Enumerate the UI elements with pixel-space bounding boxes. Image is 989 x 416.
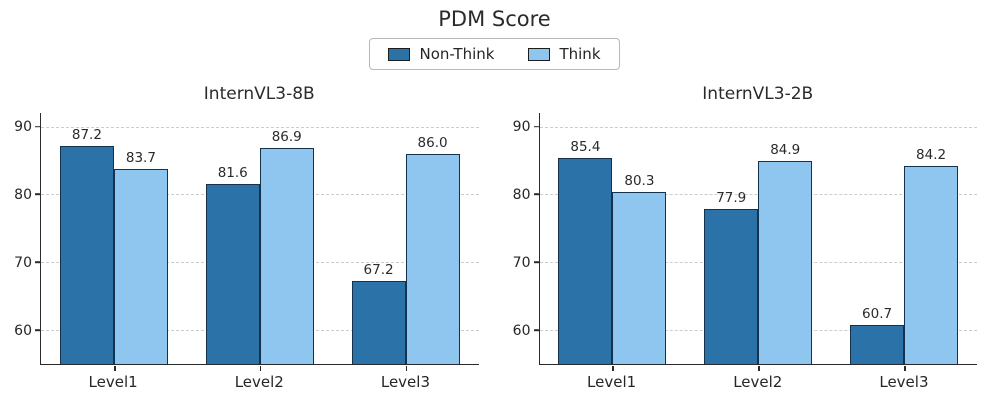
legend-label-non-think: Non-Think [419,45,495,63]
legend-item-think: Think [528,45,601,63]
chart-title: PDM Score [438,7,551,31]
x-tick-label-level3: Level3 [380,373,430,391]
y-axis: 60 70 80 90 [505,113,539,365]
bar-value-label: 86.0 [417,134,448,151]
bar-non-think-level2: 77.9 [704,190,759,364]
bar-value-label: 80.3 [624,173,655,190]
y-tick-mark [35,125,40,128]
y-tick-label: 60 [14,322,32,339]
y-tick-mark [533,329,539,331]
y-tick-label: 90 [512,118,531,135]
plot-area: 85.4 80.3 77.9 84.9 60.7 84.2 [533,113,978,371]
subplot-title: InternVL3-2B [702,84,814,104]
x-tick-mark [758,366,760,371]
legend-swatch-think [528,47,551,61]
y-tick-mark [533,261,539,264]
x-axis-labels: Level1 Level2 Level3 [505,373,978,391]
plot-area: 87.2 83.7 81.6 86.9 67.2 86.0 [35,113,479,371]
x-axis-labels: Level1 Level2 Level3 [6,373,479,391]
bar-non-think-level1: 85.4 [558,139,613,364]
x-tick-label-level1: Level1 [587,373,637,391]
bar-groups: 87.2 83.7 81.6 86.9 67.2 86.0 [41,113,479,371]
y-tick-label: 60 [512,322,531,339]
bar-value-label: 81.6 [217,164,248,181]
subplot-title: InternVL3-8B [203,84,315,104]
bar-think-level2: 86.9 [259,129,314,364]
plot-row: 60 70 80 90 85.4 80.3 77.9 84.9 60.7 84.2 [505,113,978,371]
bar-value-label: 77.9 [716,189,747,206]
bar-value-label: 85.4 [570,138,601,155]
bar-group-level3: 60.7 84.2 [831,113,977,371]
x-tick-label-level3: Level3 [879,373,929,391]
bar-value-label: 87.2 [71,126,102,143]
bar-non-think-level1: 87.2 [59,127,114,364]
x-tick-mark [612,366,614,371]
x-tick-label-level1: Level1 [88,373,138,391]
x-tick-label-level2: Level2 [234,373,284,391]
bar-think-level3: 84.2 [904,147,959,364]
plot-row: 60 70 80 90 87.2 83.7 81.6 86.9 67.2 86.0 [6,113,479,371]
y-tick-mark [35,193,40,196]
bar-think-level3: 86.0 [405,135,460,364]
y-tick-label: 70 [14,254,32,271]
bar-group-level2: 77.9 84.9 [685,113,831,371]
y-tick-label: 90 [14,118,32,135]
y-tick-mark [35,261,40,264]
subplot-internvl3-8b: InternVL3-8B 60 70 80 90 87.2 83.7 81.6 86.9 67… [6,84,479,391]
y-tick-label: 80 [14,186,32,203]
subplot-internvl3-2b: InternVL3-2B 60 70 80 90 85.4 80.3 77.9 84.9 60… [505,84,978,391]
y-axis: 60 70 80 90 [6,113,40,365]
bar-value-label: 60.7 [862,306,893,323]
bar-group-level3: 67.2 86.0 [333,113,479,371]
bar-non-think-level2: 81.6 [205,165,260,364]
bar-value-label: 67.2 [363,262,394,279]
y-tick-label: 70 [512,254,531,271]
gridline [41,126,479,128]
legend-label-think: Think [559,45,601,63]
legend-row: Non-Think Think [0,38,989,70]
bar-group-level1: 87.2 83.7 [41,113,187,371]
bar-group-level1: 85.4 80.3 [540,113,686,371]
y-tick-mark [533,193,539,196]
bar-value-label: 84.9 [770,142,801,159]
panels: InternVL3-8B 60 70 80 90 87.2 83.7 81.6 86.9 67… [0,84,989,391]
bar-value-label: 86.9 [271,128,302,145]
bar-think-level1: 80.3 [612,173,667,364]
bar-non-think-level3: 60.7 [850,306,905,364]
bar-think-level1: 83.7 [113,150,168,364]
y-tick-label: 80 [512,186,531,203]
bar-value-label: 84.2 [916,146,947,163]
x-tick-mark [405,366,408,371]
x-tick-mark [259,366,262,371]
y-tick-mark [35,329,40,331]
legend-swatch-non-think [388,47,411,61]
legend: Non-Think Think [369,38,620,70]
bar-think-level2: 84.9 [758,142,813,364]
x-tick-mark [904,366,906,371]
bar-value-label: 83.7 [125,150,156,167]
y-tick-mark [533,125,539,128]
x-tick-label-level2: Level2 [733,373,783,391]
bar-non-think-level3: 67.2 [351,262,406,364]
bar-groups: 85.4 80.3 77.9 84.9 60.7 84.2 [540,113,978,371]
gridline [539,126,977,128]
x-tick-mark [113,366,116,371]
bar-group-level2: 81.6 86.9 [187,113,333,371]
legend-item-non-think: Non-Think [388,45,494,63]
